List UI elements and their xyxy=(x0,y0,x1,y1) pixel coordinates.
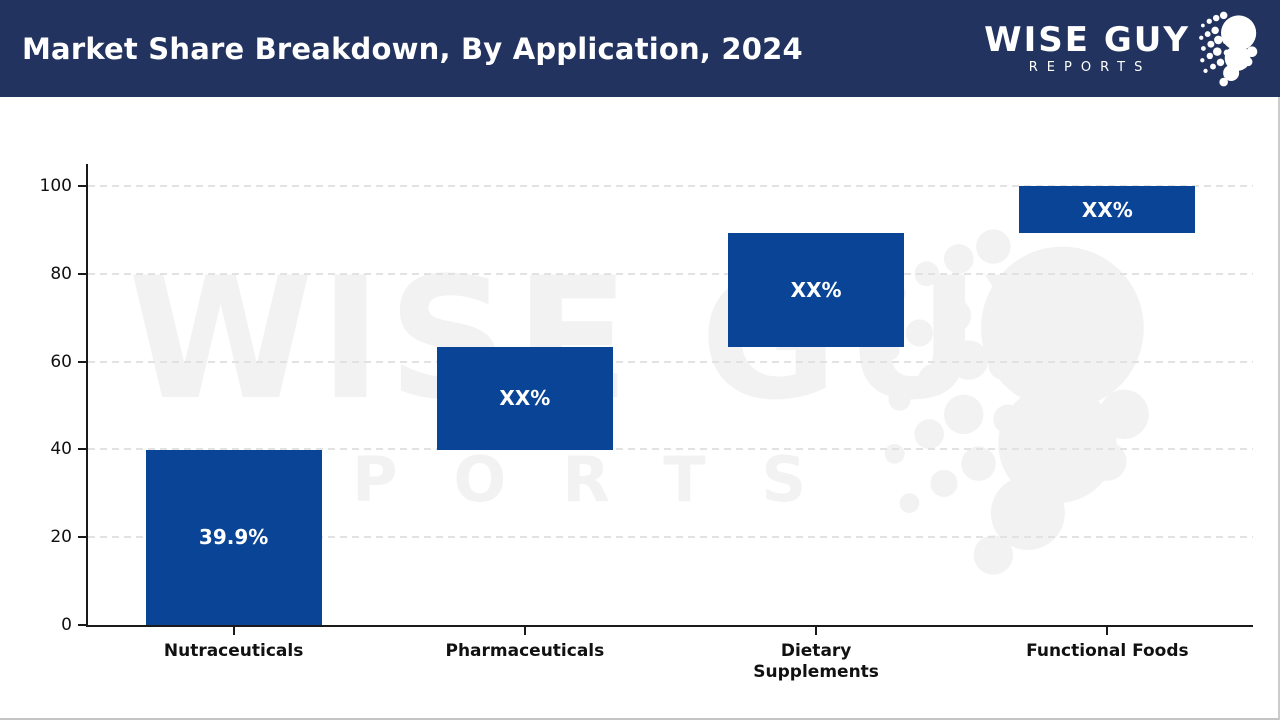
x-tick-3 xyxy=(1106,627,1109,635)
bar-dietary-supplements xyxy=(728,233,905,347)
x-category-label: Pharmaceuticals xyxy=(445,641,605,661)
wise-guy-reports-logo: WISE GUY REPORTS xyxy=(984,9,1264,89)
bar-pharmaceuticals xyxy=(436,346,613,450)
chart-title: Market Share Breakdown, By Application, … xyxy=(22,31,803,66)
gridline-100 xyxy=(88,185,1253,187)
bar-nutraceuticals xyxy=(145,449,322,625)
logo-text: WISE GUY REPORTS xyxy=(984,23,1190,74)
bar-value-label: XX% xyxy=(790,278,842,303)
gridline-40 xyxy=(88,448,1253,451)
x-category-label: Dietary Supplements xyxy=(753,641,879,683)
x-category-label: Nutraceuticals xyxy=(163,641,304,661)
x-tick-0 xyxy=(232,627,235,635)
gridline-80 xyxy=(88,272,1253,275)
watermark-wordmark: WISE GUY xyxy=(128,241,1115,437)
y-tick-20 xyxy=(78,536,86,539)
logo-wordmark: WISE GUY xyxy=(984,20,1190,60)
bar-functional-foods xyxy=(1019,186,1196,234)
y-tick-100 xyxy=(78,185,86,187)
y-tick-label-40: 40 xyxy=(50,439,72,460)
y-tick-80 xyxy=(78,272,86,275)
y-tick-label-20: 20 xyxy=(50,527,72,548)
y-tick-0 xyxy=(78,624,86,626)
y-tick-60 xyxy=(78,360,86,363)
x-tick-2 xyxy=(815,627,818,635)
header-bar: Market Share Breakdown, By Application, … xyxy=(0,0,1280,97)
y-tick-40 xyxy=(78,448,86,451)
bar-value-label: XX% xyxy=(499,386,551,411)
x-axis-line xyxy=(86,625,1253,627)
bar-value-label: 39.9% xyxy=(198,525,269,550)
y-tick-label-0: 0 xyxy=(61,615,72,635)
y-axis-line xyxy=(86,164,88,627)
x-category-label: Functional Foods xyxy=(1026,641,1189,661)
gridline-20 xyxy=(88,536,1253,539)
plot-area: WISE GUY REPORTS 0 20 40 60 80 100 39.9% Nutrac… xyxy=(0,97,1280,720)
logo-subtitle: REPORTS xyxy=(1028,60,1152,75)
gridline-60 xyxy=(88,360,1253,363)
y-tick-label-100: 100 xyxy=(39,176,72,196)
y-tick-label-80: 80 xyxy=(50,263,72,284)
y-tick-label-60: 60 xyxy=(50,351,72,372)
bar-value-label: XX% xyxy=(1081,197,1133,222)
x-tick-1 xyxy=(523,627,526,635)
dotted-head-icon xyxy=(1199,11,1258,86)
